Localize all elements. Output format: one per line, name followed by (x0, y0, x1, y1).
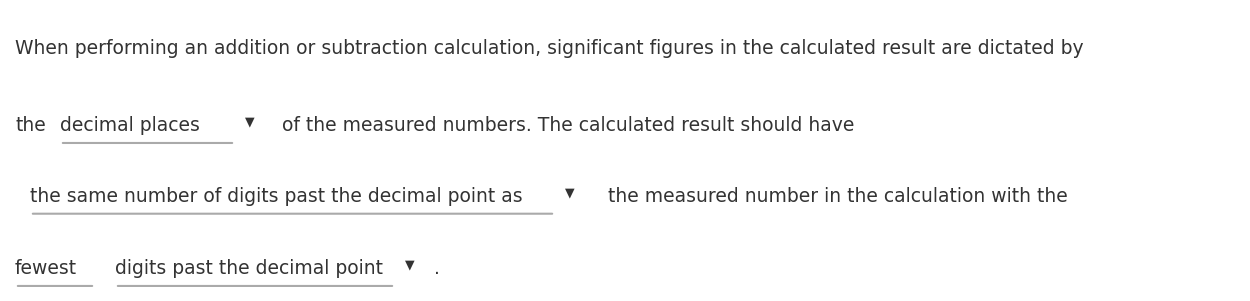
Text: ▼: ▼ (245, 116, 255, 129)
Text: digits past the decimal point: digits past the decimal point (115, 259, 382, 278)
Text: of the measured numbers. The calculated result should have: of the measured numbers. The calculated … (282, 116, 855, 135)
Text: the measured number in the calculation with the: the measured number in the calculation w… (608, 187, 1068, 206)
Text: When performing an addition or subtraction calculation, significant figures in t: When performing an addition or subtracti… (15, 39, 1084, 58)
Text: the: the (15, 116, 46, 135)
Text: ▼: ▼ (405, 259, 415, 272)
Text: decimal places: decimal places (60, 116, 200, 135)
Text: ▼: ▼ (565, 187, 575, 200)
Text: fewest: fewest (15, 259, 78, 278)
Text: the same number of digits past the decimal point as: the same number of digits past the decim… (30, 187, 522, 206)
Text: .: . (434, 259, 440, 278)
